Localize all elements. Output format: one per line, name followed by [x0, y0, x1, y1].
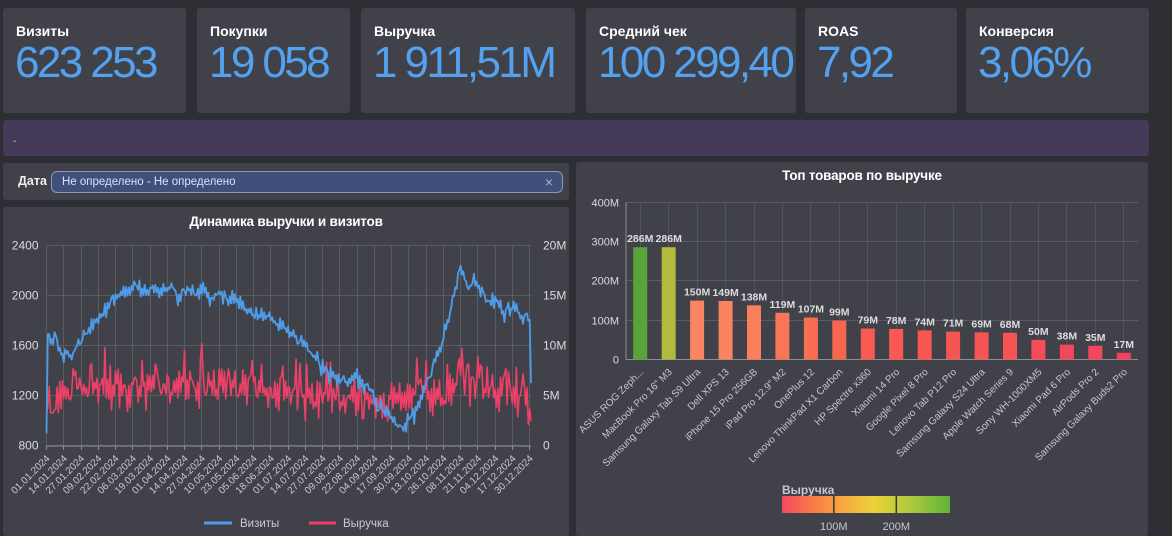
svg-text:Визиты: Визиты [240, 518, 279, 530]
svg-text:300M: 300M [591, 237, 619, 249]
svg-text:0: 0 [543, 439, 550, 453]
svg-text:119M: 119M [770, 299, 796, 311]
svg-text:35M: 35M [1085, 332, 1106, 344]
svg-text:71M: 71M [943, 318, 964, 330]
svg-text:2400: 2400 [12, 239, 39, 253]
svg-text:200M: 200M [591, 276, 619, 288]
svg-text:1600: 1600 [12, 339, 39, 353]
svg-text:100M: 100M [820, 521, 848, 533]
svg-text:20M: 20M [543, 239, 566, 253]
svg-text:78M: 78M [886, 315, 907, 327]
svg-text:38M: 38M [1057, 331, 1078, 343]
svg-text:69M: 69M [971, 318, 992, 330]
svg-text:149M: 149M [712, 287, 739, 299]
svg-text:286M: 286M [627, 233, 654, 245]
svg-text:200M: 200M [883, 521, 911, 533]
svg-text:50M: 50M [1028, 326, 1049, 338]
svg-text:17M: 17M [1114, 339, 1135, 351]
svg-text:1200: 1200 [12, 389, 39, 403]
svg-text:Выручка: Выручка [782, 483, 835, 497]
svg-text:10M: 10M [543, 339, 566, 353]
svg-text:74M: 74M [914, 316, 935, 328]
svg-text:0: 0 [613, 355, 619, 367]
svg-text:15M: 15M [543, 289, 566, 303]
svg-text:Динамика выручки и визитов: Динамика выручки и визитов [189, 214, 382, 229]
svg-text:150M: 150M [684, 287, 711, 299]
svg-text:68M: 68M [1000, 319, 1021, 331]
svg-text:138M: 138M [741, 291, 768, 303]
svg-text:286M: 286M [656, 233, 683, 245]
svg-text:2000: 2000 [12, 289, 39, 303]
svg-text:99M: 99M [829, 307, 850, 319]
svg-text:5M: 5M [543, 389, 560, 403]
svg-text:800: 800 [18, 439, 38, 453]
svg-text:400M: 400M [591, 198, 619, 210]
svg-text:Выручка: Выручка [343, 518, 389, 530]
svg-text:Топ товаров по выручке: Топ товаров по выручке [782, 168, 942, 183]
svg-text:100M: 100M [591, 316, 619, 328]
svg-text:79M: 79M [858, 315, 879, 327]
svg-text:107M: 107M [798, 304, 825, 316]
